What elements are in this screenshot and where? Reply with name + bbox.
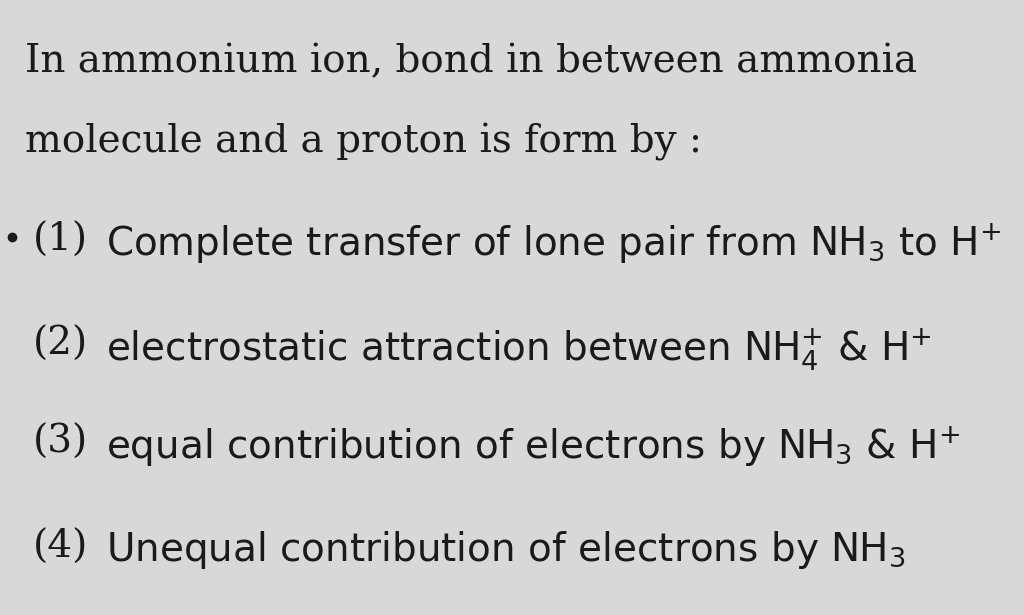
Text: (3): (3): [33, 424, 88, 461]
Text: (4): (4): [33, 529, 88, 566]
Text: $\mathrm{Unequal\ contribution\ of\ electrons\ by\ NH}_{\mathrm{3}}$: $\mathrm{Unequal\ contribution\ of\ elec…: [106, 529, 905, 571]
Text: In ammonium ion, bond in between ammonia: In ammonium ion, bond in between ammonia: [25, 43, 916, 80]
Text: (1): (1): [33, 221, 88, 258]
Text: $\mathrm{electrostatic\ attraction\ between\ NH}_{\mathrm{4}}^{\mathrm{+}}\mathr: $\mathrm{electrostatic\ attraction\ betw…: [106, 326, 933, 373]
Text: (2): (2): [33, 326, 88, 363]
Text: $\mathrm{equal\ contribution\ of\ electrons\ by\ NH}_{\mathrm{3}}\mathrm{\ &\ H}: $\mathrm{equal\ contribution\ of\ electr…: [106, 424, 961, 469]
Text: $\mathrm{Complete\ transfer\ of\ lone\ pair\ from\ NH}_{\mathrm{3}}\mathrm{\ to\: $\mathrm{Complete\ transfer\ of\ lone\ p…: [106, 221, 1001, 266]
Text: molecule and a proton is form by :: molecule and a proton is form by :: [25, 123, 701, 161]
